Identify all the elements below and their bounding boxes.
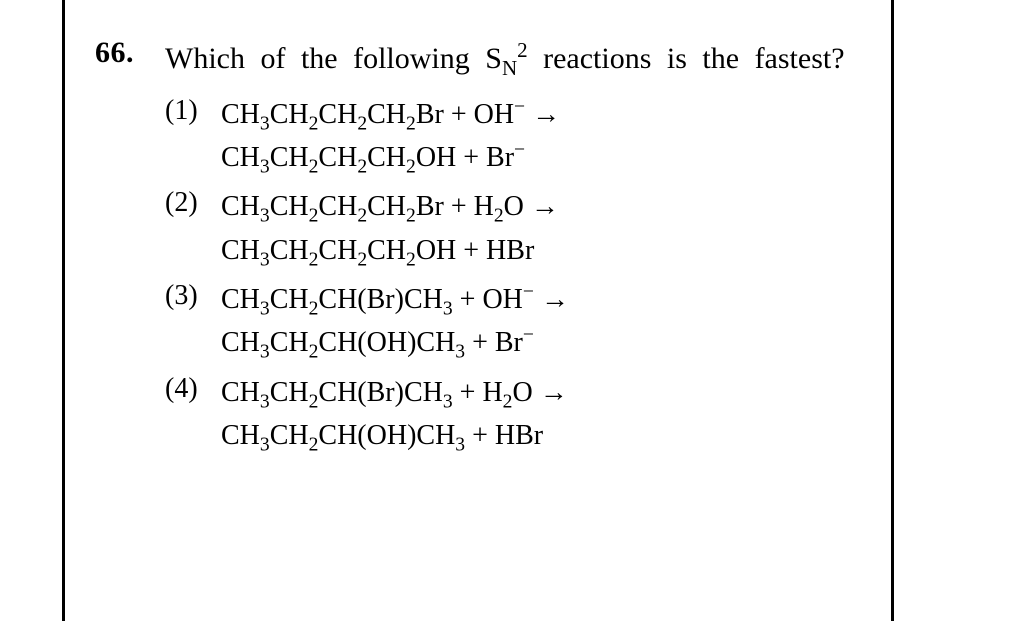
question-text-pre: Which of the following S <box>165 42 502 75</box>
option-chem: CH3CH2CH2CH2Br + H2O → CH3CH2CH2CH2OH + … <box>221 185 559 272</box>
question-number: 66. <box>95 36 165 70</box>
option-chem: CH3CH2CH(Br)CH3 + H2O → CH3CH2CH(OH)CH3 … <box>221 371 568 458</box>
option-chem: CH3CH2CH2CH2Br + OH− → CH3CH2CH2CH2OH + … <box>221 93 560 180</box>
option-3: (3) CH3CH2CH(Br)CH3 + OH− → CH3CH2CH(OH)… <box>165 278 851 365</box>
option-number: (4) <box>165 371 221 405</box>
question-text-sub: N <box>502 56 517 80</box>
option-line2: CH3CH2CH2CH2OH + Br− <box>221 136 560 179</box>
question-text-sup: 2 <box>517 38 528 62</box>
option-number: (1) <box>165 93 221 127</box>
content-frame: 66. Which of the following SN2 reactions… <box>62 0 894 621</box>
option-line1: CH3CH2CH2CH2Br + H2O → <box>221 191 559 222</box>
option-number: (2) <box>165 185 221 219</box>
option-line1: CH3CH2CH2CH2Br + OH− → <box>221 99 560 130</box>
question-text: Which of the following SN2 reactions is … <box>165 36 851 83</box>
option-number: (3) <box>165 278 221 312</box>
option-line2: CH3CH2CH(OH)CH3 + Br− <box>221 321 569 364</box>
option-2: (2) CH3CH2CH2CH2Br + H2O → CH3CH2CH2CH2O… <box>165 185 851 272</box>
question-body: Which of the following SN2 reactions is … <box>165 36 851 458</box>
option-line1: CH3CH2CH(Br)CH3 + OH− → <box>221 284 569 315</box>
option-line2: CH3CH2CH(OH)CH3 + HBr <box>221 414 568 457</box>
option-chem: CH3CH2CH(Br)CH3 + OH− → CH3CH2CH(OH)CH3 … <box>221 278 569 365</box>
question-row: 66. Which of the following SN2 reactions… <box>95 36 851 458</box>
option-4: (4) CH3CH2CH(Br)CH3 + H2O → CH3CH2CH(OH)… <box>165 371 851 458</box>
option-line2: CH3CH2CH2CH2OH + HBr <box>221 229 559 272</box>
question-text-post: reactions is the fastest? <box>528 42 845 75</box>
option-1: (1) CH3CH2CH2CH2Br + OH− → CH3CH2CH2CH2O… <box>165 93 851 180</box>
option-line1: CH3CH2CH(Br)CH3 + H2O → <box>221 377 568 408</box>
options-list: (1) CH3CH2CH2CH2Br + OH− → CH3CH2CH2CH2O… <box>165 93 851 458</box>
page: 66. Which of the following SN2 reactions… <box>0 0 1024 621</box>
